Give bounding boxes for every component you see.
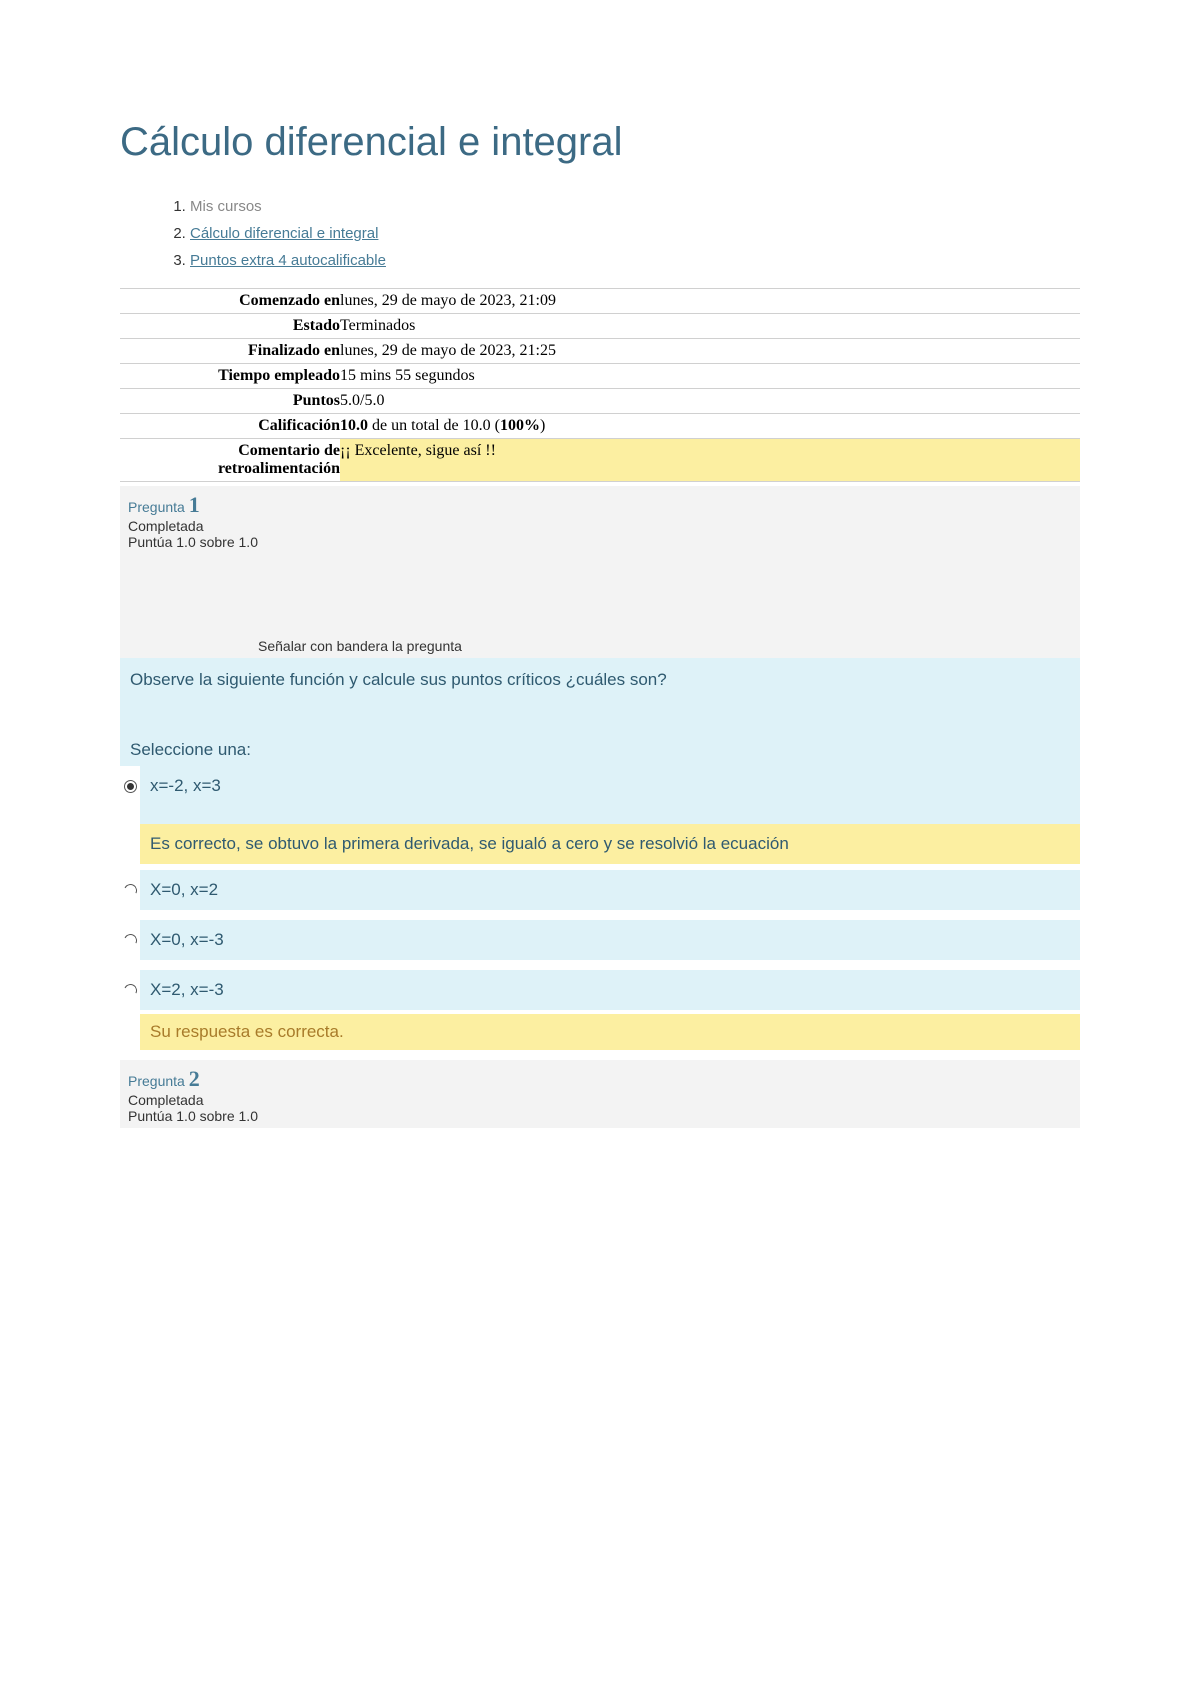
page-title: Cálculo diferencial e integral <box>120 120 1080 165</box>
question-2-status: Completada <box>128 1092 1072 1108</box>
breadcrumb-mycourses-label: Mis cursos <box>190 198 262 215</box>
question-2-grade: Puntúa 1.0 sobre 1.0 <box>128 1108 1072 1124</box>
question-1-option-c[interactable]: X=0, x=-3 <box>120 920 1080 960</box>
breadcrumb-course-link[interactable]: Cálculo diferencial e integral <box>190 225 378 242</box>
radio-col <box>120 870 140 897</box>
question-1-flag[interactable]: Señalar con bandera la pregunta <box>128 638 1072 654</box>
summary-grade-value: 10.0 de un total de 10.0 (100%) <box>340 414 1080 439</box>
summary-row-time: Tiempo empleado 15 mins 55 segundos <box>120 364 1080 389</box>
summary-table: Comenzado en lunes, 29 de mayo de 2023, … <box>120 288 1080 482</box>
summary-feedback-label: Comentario de retroalimentación <box>120 439 340 482</box>
summary-grade-label: Calificación <box>120 414 340 439</box>
question-1-grade: Puntúa 1.0 sobre 1.0 <box>128 534 1072 550</box>
summary-points-label: Puntos <box>120 389 340 414</box>
summary-row-feedback: Comentario de retroalimentación ¡¡ Excel… <box>120 439 1080 482</box>
radio-unchecked-icon[interactable] <box>122 882 139 899</box>
question-1-text: Observe la siguiente función y calcule s… <box>120 658 1080 734</box>
question-1-option-d-text: X=2, x=-3 <box>140 970 1080 1010</box>
summary-grade-suffix: ) <box>540 417 545 434</box>
radio-unchecked-icon[interactable] <box>122 982 139 999</box>
breadcrumb: Mis cursos Cálculo diferencial e integra… <box>120 193 1080 274</box>
question-2-number: 2 <box>189 1066 200 1091</box>
question-2-info: Pregunta 2 Completada Puntúa 1.0 sobre 1… <box>120 1060 1080 1128</box>
summary-row-started: Comenzado en lunes, 29 de mayo de 2023, … <box>120 289 1080 314</box>
question-1-option-d[interactable]: X=2, x=-3 <box>120 970 1080 1010</box>
summary-grade-score: 10.0 <box>340 417 368 434</box>
breadcrumb-activity-link[interactable]: Puntos extra 4 autocalificable <box>190 252 386 269</box>
breadcrumb-item-activity: Puntos extra 4 autocalificable <box>190 247 1080 274</box>
summary-time-label: Tiempo empleado <box>120 364 340 389</box>
radio-col <box>120 920 140 947</box>
radio-col <box>120 970 140 997</box>
summary-row-finished: Finalizado en lunes, 29 de mayo de 2023,… <box>120 339 1080 364</box>
summary-started-label: Comenzado en <box>120 289 340 314</box>
summary-finished-label: Finalizado en <box>120 339 340 364</box>
summary-grade-mid: de un total de 10.0 ( <box>368 417 500 434</box>
summary-state-value: Terminados <box>340 314 1080 339</box>
radio-col <box>120 766 140 793</box>
summary-grade-pct: 100% <box>500 417 540 434</box>
summary-points-value: 5.0/5.0 <box>340 389 1080 414</box>
question-2-label: Pregunta <box>128 1073 189 1089</box>
question-1-option-a[interactable]: x=-2, x=3 <box>120 766 1080 824</box>
summary-started-value: lunes, 29 de mayo de 2023, 21:09 <box>340 289 1080 314</box>
question-1-option-b[interactable]: X=0, x=2 <box>120 870 1080 910</box>
summary-time-value: 15 mins 55 segundos <box>340 364 1080 389</box>
question-1-option-a-text: x=-2, x=3 <box>140 766 1080 824</box>
radio-checked-icon[interactable] <box>124 780 137 793</box>
question-1-number: 1 <box>189 492 200 517</box>
question-1-select-label: Seleccione una: <box>120 734 1080 766</box>
summary-feedback-value: ¡¡ Excelente, sigue así !! <box>340 439 1080 482</box>
summary-finished-value: lunes, 29 de mayo de 2023, 21:25 <box>340 339 1080 364</box>
summary-row-points: Puntos 5.0/5.0 <box>120 389 1080 414</box>
breadcrumb-item-mycourses: Mis cursos <box>190 193 1080 220</box>
question-1-status: Completada <box>128 518 1072 534</box>
question-1-info: Pregunta 1 Completada Puntúa 1.0 sobre 1… <box>120 486 1080 658</box>
question-1-option-c-text: X=0, x=-3 <box>140 920 1080 960</box>
question-1-label: Pregunta <box>128 499 189 515</box>
summary-state-label: Estado <box>120 314 340 339</box>
question-1-correct-banner: Su respuesta es correcta. <box>140 1014 1080 1050</box>
breadcrumb-item-course: Cálculo diferencial e integral <box>190 220 1080 247</box>
summary-row-grade: Calificación 10.0 de un total de 10.0 (1… <box>120 414 1080 439</box>
radio-unchecked-icon[interactable] <box>122 932 139 949</box>
question-1-option-a-feedback: Es correcto, se obtuvo la primera deriva… <box>140 824 1080 864</box>
summary-row-state: Estado Terminados <box>120 314 1080 339</box>
question-1-option-b-text: X=0, x=2 <box>140 870 1080 910</box>
